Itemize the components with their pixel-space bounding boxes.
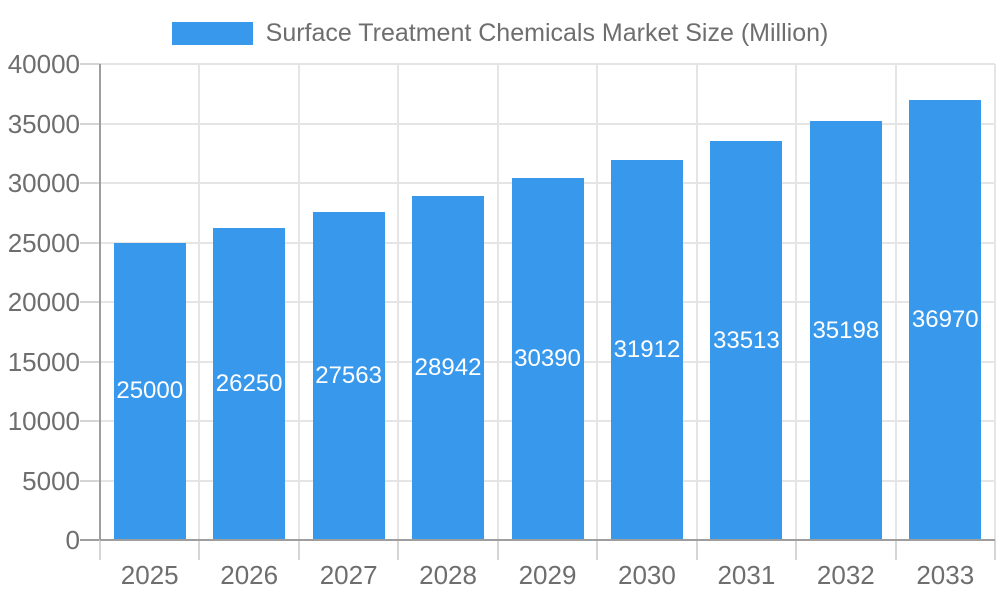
- x-tick-mark: [894, 540, 897, 560]
- x-tick-label: 2030: [618, 560, 676, 590]
- plot-area: 25000 26250 27563 28942 30390 31912 33513 35198…: [100, 63, 996, 540]
- x-tick-mark: [596, 540, 599, 560]
- x-tick-label: 2025: [120, 560, 179, 590]
- x-tick-mark: [795, 540, 798, 560]
- bar-2029: [511, 178, 584, 540]
- x-gridline: [795, 64, 798, 540]
- x-gridline: [496, 64, 499, 540]
- y-gridline: [100, 63, 995, 65]
- bar-2028: [412, 195, 485, 540]
- bar-value-label: 30390: [514, 345, 581, 373]
- x-gridline: [894, 64, 897, 540]
- bar-value-label: 31912: [613, 336, 681, 364]
- x-tick-mark: [994, 540, 996, 560]
- bar-value-label: 26250: [215, 369, 283, 397]
- y-tick-mark: [80, 420, 100, 422]
- bar-2033: [909, 100, 982, 540]
- bar-2027: [312, 212, 385, 540]
- x-tick-label: 2026: [220, 560, 279, 590]
- x-tick-mark: [496, 540, 499, 560]
- y-tick-mark: [80, 63, 100, 65]
- y-tick-label: 40000: [7, 49, 80, 79]
- x-gridline: [198, 64, 201, 540]
- x-tick-label: 2032: [816, 560, 875, 590]
- x-gridline: [297, 64, 300, 540]
- x-tick-label: 2029: [518, 560, 577, 590]
- bar-value-label: 36970: [911, 306, 979, 334]
- x-gridline: [596, 64, 599, 540]
- x-tick-label: 2027: [319, 560, 378, 590]
- x-tick-label: 2028: [419, 560, 477, 590]
- legend-item[interactable]: Surface Treatment Chemicals Market Size …: [0, 19, 1000, 47]
- bar-2026: [213, 227, 286, 540]
- y-tick-label: 10000: [7, 406, 80, 436]
- y-tick-mark: [80, 360, 100, 363]
- y-axis-line: [99, 64, 101, 540]
- x-tick-label: 2031: [717, 560, 776, 590]
- y-tick-mark: [80, 241, 100, 244]
- x-tick-mark: [397, 540, 400, 560]
- x-gridline: [994, 64, 996, 540]
- bar-value-label: 28942: [414, 353, 482, 381]
- bar-2032: [809, 121, 882, 540]
- y-gridline: [100, 122, 995, 125]
- y-tick-label: 35000: [7, 108, 80, 139]
- x-axis-line: [100, 539, 995, 541]
- y-tick-label: 25000: [7, 227, 80, 258]
- y-tick-mark: [80, 539, 100, 541]
- y-tick-mark: [80, 182, 100, 184]
- x-gridline: [397, 64, 400, 540]
- x-tick-mark: [99, 540, 101, 560]
- bar-value-label: 27563: [315, 362, 382, 389]
- legend-label: Surface Treatment Chemicals Market Size …: [265, 18, 829, 47]
- y-tick-mark: [80, 301, 100, 303]
- legend-swatch-icon: [171, 21, 253, 45]
- y-tick-label: 20000: [7, 287, 80, 317]
- y-tick-label: 30000: [7, 168, 80, 198]
- bar-value-label: 35198: [812, 316, 880, 344]
- y-tick-label: 15000: [7, 346, 80, 377]
- bar-2025: [113, 242, 186, 540]
- y-tick-mark: [80, 479, 100, 482]
- y-tick-mark: [80, 122, 100, 125]
- x-tick-mark: [695, 540, 698, 560]
- bar-2030: [610, 160, 683, 540]
- x-tick-mark: [198, 540, 201, 560]
- y-tick-label: 0: [65, 525, 80, 555]
- bar-value-label: 33513: [713, 326, 780, 354]
- x-tick-label: 2033: [916, 560, 975, 590]
- x-gridline: [695, 64, 698, 540]
- bar-2031: [710, 141, 783, 540]
- y-tick-label: 5000: [22, 465, 80, 496]
- bar-value-label: 25000: [116, 377, 184, 405]
- x-tick-mark: [297, 540, 300, 560]
